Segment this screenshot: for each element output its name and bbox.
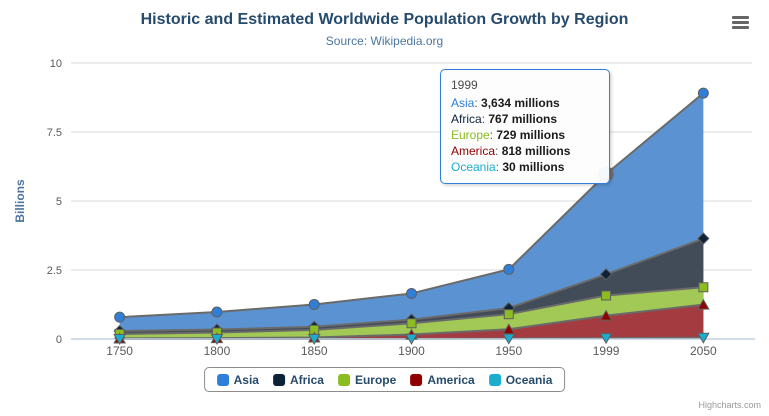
tooltip-row-europe: Europe: 729 millions [451,127,599,143]
area-asia [119,93,704,339]
tooltip-colon: : [495,144,502,158]
legend-label: Europe [354,372,397,387]
tooltip-value: 729 millions [496,128,566,142]
marker-africa-2050[interactable] [697,232,710,245]
tooltip-value: 30 millions [502,160,565,174]
legend-label: Oceania [505,372,553,387]
marker-asia-1800[interactable] [211,306,223,318]
tooltip-series-label: Europe [451,128,490,142]
tooltip: 1999 Asia: 3,634 millions Africa: 767 mil… [440,69,610,184]
tooltip-row-africa: Africa: 767 millions [451,111,599,127]
marker-europe-2050[interactable] [698,282,709,293]
legend-swatch-america [410,373,423,386]
y-axis-label: 7.5 [47,127,62,139]
legend-item-oceania[interactable]: Oceania [488,372,553,387]
x-axis-label: 1999 [593,344,620,358]
tooltip-value: 818 millions [501,144,571,158]
marker-asia-1900[interactable] [406,287,417,299]
marker-asia-1750[interactable] [114,311,126,323]
x-axis-label: 2050 [690,344,717,358]
hamburger-bar [732,26,749,29]
chart-title: Historic and Estimated Worldwide Populat… [140,11,629,28]
tooltip-series-label: Africa [451,112,482,126]
hamburger-bar [732,21,749,24]
legend-item-europe[interactable]: Europe [337,372,397,387]
y-axis-label: 10 [50,58,62,70]
tooltip-header: 1999 [451,78,478,92]
legend-swatch-asia [216,373,229,386]
legend-swatch-europe [337,373,350,386]
marker-europe-1900[interactable] [406,318,417,329]
y-axis-label: 5 [56,196,62,208]
legend-label: Africa [289,372,324,387]
tooltip-row-oceania: Oceania: 30 millions [451,159,599,175]
area-america [119,304,704,339]
marker-africa-1999[interactable] [599,268,613,281]
marker-america-1999[interactable] [599,309,613,321]
legend-swatch-africa [272,373,285,386]
x-axis-label: 1800 [204,344,231,358]
tooltip-rows: Asia: 3,634 millions Africa: 767 millions… [451,95,599,175]
tooltip-row-asia: Asia: 3,634 millions [451,95,599,111]
tooltip-series-label: Oceania [451,160,496,174]
tooltip-value: 3,634 millions [481,96,560,110]
y-axis-label: 0 [56,334,62,346]
marker-europe-1950[interactable] [503,309,514,320]
tooltip-colon: : [481,112,489,126]
marker-oceania-1850[interactable] [307,333,321,345]
marker-america-2050[interactable] [696,298,710,310]
marker-oceania-1750[interactable] [113,333,127,345]
x-axis-label: 1900 [398,344,425,358]
marker-oceania-1999[interactable] [599,333,613,345]
marker-oceania-1900[interactable] [405,333,418,345]
tooltip-series-label: Asia [451,96,475,110]
x-axis-label: 1850 [301,344,328,358]
tooltip-colon: : [489,128,497,142]
marker-oceania-1950[interactable] [502,333,516,345]
marker-europe-1999[interactable] [601,290,612,301]
legend-item-asia[interactable]: Asia [216,372,259,387]
y-axis-title: Billions [13,179,27,223]
legend-item-america[interactable]: America [410,372,475,387]
tooltip-series-label: America [451,144,496,158]
legend-label: America [427,372,475,387]
marker-asia-1950[interactable] [503,263,515,275]
credits-link[interactable]: Highcharts.com [698,400,761,410]
marker-oceania-1800[interactable] [210,333,224,345]
x-axis-label: 1750 [106,344,133,358]
legend-item-africa[interactable]: Africa [272,372,324,387]
hamburger-icon[interactable] [732,16,749,30]
hamburger-bar [732,16,749,19]
legend: Asia Africa Europe America Oceania [203,367,566,392]
legend-label: Asia [233,372,259,387]
tooltip-colon: : [495,160,503,174]
chart-subtitle: Source: Wikipedia.org [325,34,444,48]
marker-asia-2050[interactable] [697,87,709,99]
tooltip-colon: : [474,96,482,110]
tooltip-value: 767 millions [488,112,558,126]
tooltip-row-america: America: 818 millions [451,143,599,159]
marker-asia-1850[interactable] [308,298,320,310]
y-axis-label: 2.5 [47,265,62,277]
x-axis-label: 1950 [495,344,522,358]
legend-swatch-oceania [488,373,501,386]
marker-oceania-2050[interactable] [696,332,710,344]
